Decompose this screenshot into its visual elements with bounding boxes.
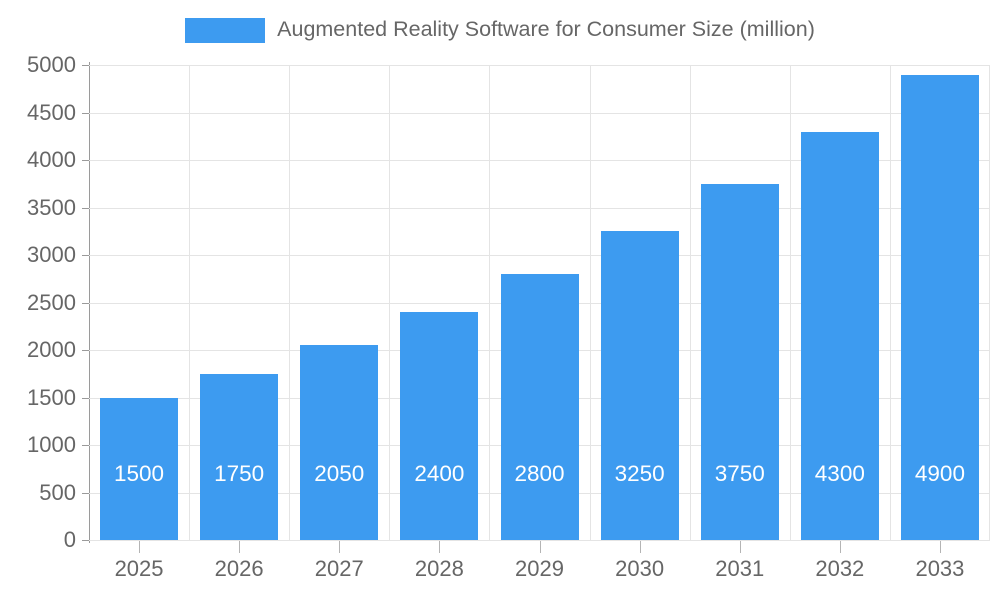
- x-gridline: [289, 65, 290, 540]
- legend-color-swatch[interactable]: [185, 17, 266, 43]
- bar-value-label: 1500: [114, 460, 165, 486]
- bar-value-label: 3750: [714, 460, 765, 486]
- y-tick-label: 4000: [27, 147, 76, 172]
- y-tick-label: 2500: [27, 289, 76, 315]
- bar[interactable]: 3750: [700, 183, 779, 540]
- y-tick-mark: [82, 255, 89, 256]
- x-gridline: [790, 65, 791, 540]
- x-tick-label: 2032: [815, 556, 865, 581]
- y-tick-mark: [82, 397, 89, 399]
- x-tick-label: 2030: [615, 556, 665, 581]
- bar-value-label: 4900: [914, 460, 965, 486]
- y-tick-label: 1000: [27, 432, 76, 457]
- y-gridline: [89, 255, 990, 256]
- x-gridline: [890, 65, 891, 540]
- y-gridline: [89, 207, 990, 209]
- y-tick-mark: [82, 350, 89, 351]
- x-tick-label: 2029: [515, 556, 564, 581]
- x-gridline: [189, 65, 190, 540]
- x-tick-label: 2033: [915, 556, 965, 581]
- x-tick-mark: [939, 541, 941, 553]
- x-tick-mark: [239, 541, 241, 553]
- chart-legend: Augmented Reality Software for Consumer …: [0, 8, 1000, 52]
- y-tick-mark: [82, 445, 89, 446]
- y-gridline: [89, 160, 990, 161]
- x-tick-label: 2026: [214, 556, 264, 581]
- x-tick-mark: [739, 541, 741, 553]
- bar[interactable]: 1500: [100, 397, 179, 540]
- y-tick-mark: [82, 65, 89, 66]
- y-tick-label: 3000: [27, 242, 76, 267]
- bar[interactable]: 3250: [600, 231, 679, 540]
- x-tick-mark: [539, 541, 541, 553]
- bar[interactable]: 2800: [500, 274, 579, 540]
- x-tick-label: 2031: [715, 556, 765, 581]
- bar-value-label: 4300: [814, 460, 865, 486]
- bar-value-label: 3250: [614, 460, 665, 486]
- legend-label[interactable]: Augmented Reality Software for Consumer …: [277, 17, 815, 42]
- x-tick-mark: [439, 541, 441, 553]
- x-tick-mark: [139, 541, 141, 553]
- y-tick-label: 1500: [27, 384, 76, 410]
- y-gridline: [89, 65, 990, 66]
- y-tick-mark: [82, 302, 89, 304]
- y-tick-mark: [82, 112, 89, 114]
- x-gridline: [389, 65, 390, 540]
- bar-value-label: 2400: [414, 460, 465, 486]
- x-gridline: [590, 65, 591, 540]
- y-axis-labels: 0 500 1000 1500 2000 2500 3000 3500 4000 4500 5000: [0, 0, 76, 600]
- y-tick-mark: [82, 492, 89, 494]
- y-tick-label: 0: [63, 527, 76, 552]
- y-tick-mark: [82, 540, 89, 541]
- x-tick-label: 2028: [414, 556, 464, 581]
- bar[interactable]: 4300: [800, 131, 879, 540]
- x-tick-mark: [839, 541, 841, 553]
- y-tick-label: 5000: [27, 52, 76, 77]
- x-tick-label: 2025: [114, 556, 164, 581]
- y-tick-mark: [82, 207, 89, 209]
- y-tick-mark: [82, 160, 89, 161]
- y-tick-label: 500: [39, 479, 76, 505]
- y-gridline: [89, 112, 990, 114]
- bar[interactable]: 1750: [200, 373, 279, 540]
- x-gridline: [989, 65, 990, 540]
- y-tick-label: 4500: [27, 99, 76, 125]
- x-tick-label: 2027: [314, 556, 364, 581]
- bar[interactable]: 4900: [900, 74, 979, 540]
- y-gridline: [89, 540, 990, 541]
- x-gridline: [690, 65, 691, 540]
- bar-value-label: 1750: [214, 460, 265, 486]
- y-tick-label: 2000: [27, 337, 76, 362]
- bar-value-label: 2050: [314, 460, 365, 486]
- x-tick-mark: [339, 541, 341, 553]
- bar[interactable]: 2050: [300, 345, 379, 540]
- y-tick-label: 3500: [27, 194, 76, 220]
- x-tick-mark: [639, 541, 641, 553]
- plot-area: 1500 1750 2050 2400 2800 3250 3750 4300 4900: [89, 65, 990, 541]
- x-gridline: [489, 65, 490, 540]
- bar[interactable]: 2400: [400, 312, 479, 540]
- bar-value-label: 2800: [514, 460, 565, 486]
